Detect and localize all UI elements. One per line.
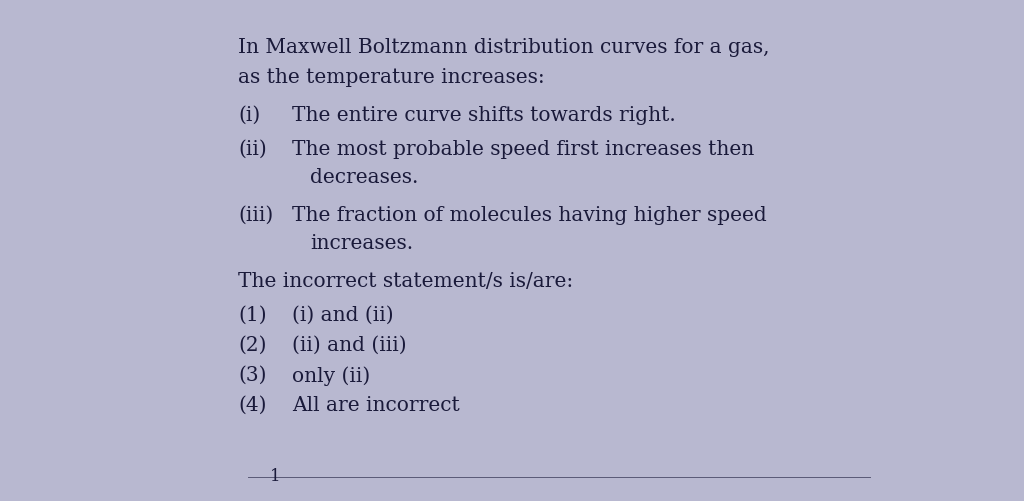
- Text: (2): (2): [238, 335, 266, 354]
- Text: (i) and (ii): (i) and (ii): [292, 306, 393, 324]
- Text: 1: 1: [270, 467, 281, 484]
- Text: All are incorrect: All are incorrect: [292, 395, 460, 414]
- Text: (1): (1): [238, 306, 266, 324]
- Text: The most probable speed first increases then: The most probable speed first increases …: [292, 140, 755, 159]
- Text: The entire curve shifts towards right.: The entire curve shifts towards right.: [292, 106, 676, 125]
- Text: increases.: increases.: [310, 233, 413, 253]
- Text: decreases.: decreases.: [310, 168, 419, 187]
- Text: In Maxwell Boltzmann distribution curves for a gas,: In Maxwell Boltzmann distribution curves…: [238, 38, 769, 57]
- Text: (i): (i): [238, 106, 260, 125]
- Text: (ii) and (iii): (ii) and (iii): [292, 335, 407, 354]
- Text: The incorrect statement/s is/are:: The incorrect statement/s is/are:: [238, 272, 573, 291]
- Text: (ii): (ii): [238, 140, 266, 159]
- Text: (3): (3): [238, 365, 266, 384]
- Text: as the temperature increases:: as the temperature increases:: [238, 68, 545, 87]
- Text: The fraction of molecules having higher speed: The fraction of molecules having higher …: [292, 205, 767, 224]
- Text: (iii): (iii): [238, 205, 273, 224]
- Text: only (ii): only (ii): [292, 365, 371, 385]
- Text: (4): (4): [238, 395, 266, 414]
